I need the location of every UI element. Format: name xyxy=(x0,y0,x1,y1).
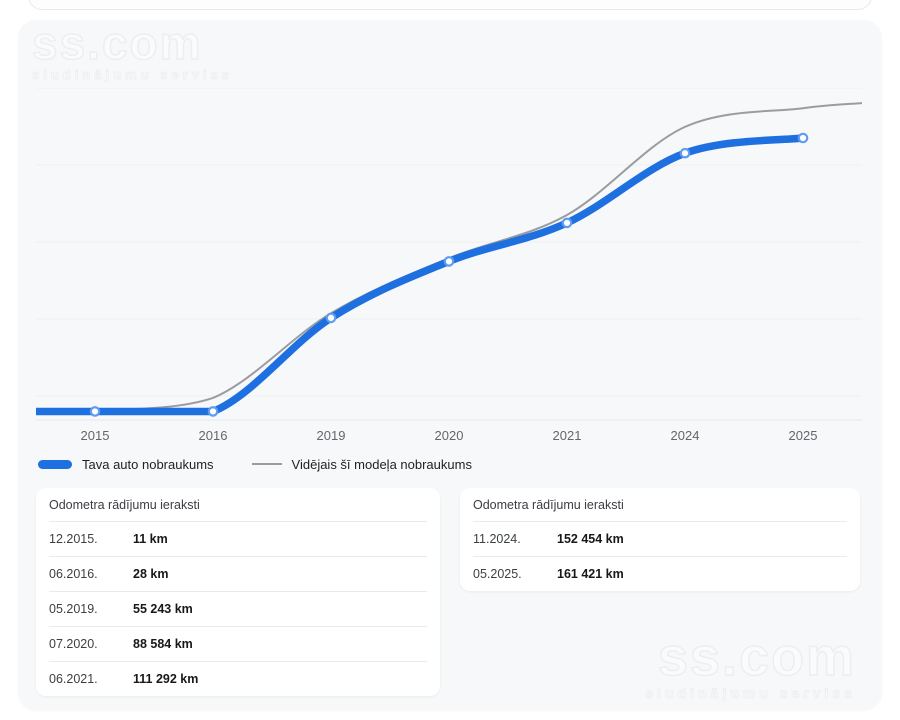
row-value: 111 292 km xyxy=(133,672,199,686)
x-axis-label: 2024 xyxy=(670,428,700,443)
mileage-card: ss.com sludinājumu serviss 2015 2016 2019 2… xyxy=(18,17,882,710)
table-row: 11.2024. 152 454 km xyxy=(473,521,847,556)
table-row: 07.2020. 88 584 km xyxy=(49,626,427,661)
data-point-marker[interactable] xyxy=(89,406,101,417)
row-date: 11.2024. xyxy=(473,532,521,546)
table-row: 12.2015. 11 km xyxy=(49,521,427,556)
watermark-top-left: ss.com sludinājumu serviss xyxy=(31,17,233,82)
row-value: 55 243 km xyxy=(133,602,193,616)
data-point-marker[interactable] xyxy=(561,217,573,229)
legend-label-average: Vidējais šī modeļa nobraukums xyxy=(291,456,472,472)
ss-com-tagline: sludinājumu serviss xyxy=(645,685,856,701)
row-value: 88 584 km xyxy=(133,637,193,651)
x-axis-label: 2019 xyxy=(316,428,346,443)
row-date: 05.2019. xyxy=(49,602,98,616)
row-value: 152 454 km xyxy=(557,532,624,546)
ss-com-tagline: sludinājumu serviss xyxy=(32,67,233,82)
data-point-marker[interactable] xyxy=(797,132,809,144)
row-date: 05.2025. xyxy=(473,567,522,581)
legend-item-own: Tava auto nobraukums xyxy=(38,457,214,472)
own-mileage-line xyxy=(36,134,807,416)
legend-item-average: Vidējais šī modeļa nobraukums xyxy=(251,456,472,472)
table-row: 06.2021. 111 292 km xyxy=(49,661,427,696)
table-title: Odometra rādījumu ieraksti xyxy=(49,497,200,512)
data-point-marker[interactable] xyxy=(679,147,691,159)
row-value: 28 km xyxy=(133,567,169,581)
x-axis-labels: 2015 2016 2019 2020 2021 2024 2025 xyxy=(36,428,862,446)
data-point-marker[interactable] xyxy=(443,256,455,267)
row-value: 11 km xyxy=(133,532,168,546)
chart-legend: Tava auto nobraukums Vidējais šī modeļa … xyxy=(38,454,472,474)
watermark-bottom-right: ss.com sludinājumu serviss xyxy=(645,627,856,701)
table-row: 06.2016. 28 km xyxy=(49,556,427,591)
odometer-table-recent: Odometra rādījumu ieraksti 11.2024. 152 4… xyxy=(460,488,860,591)
x-axis-label: 2015 xyxy=(80,428,110,443)
row-value: 161 421 km xyxy=(557,567,624,581)
x-axis-label: 2020 xyxy=(434,428,464,443)
x-axis-label: 2021 xyxy=(552,428,582,443)
average-line-swatch-icon xyxy=(251,463,282,465)
row-date: 06.2021. xyxy=(49,672,98,686)
row-date: 07.2020. xyxy=(49,637,98,651)
row-date: 12.2015. xyxy=(49,532,98,546)
odometer-table-history: Odometra rādījumu ieraksti 12.2015. 11 km… xyxy=(36,488,440,696)
mileage-chart-plot[interactable] xyxy=(36,88,862,424)
own-line-swatch-icon xyxy=(38,459,72,469)
ss-com-logo: ss.com xyxy=(31,17,203,69)
table-title: Odometra rādījumu ieraksti xyxy=(473,497,624,512)
row-date: 06.2016. xyxy=(49,567,98,581)
legend-label-own: Tava auto nobraukums xyxy=(82,456,214,472)
data-point-marker[interactable] xyxy=(207,406,219,417)
x-axis-label: 2016 xyxy=(198,428,228,443)
x-axis-label: 2025 xyxy=(788,428,818,443)
data-point-marker[interactable] xyxy=(325,312,337,324)
ss-com-logo: ss.com xyxy=(657,627,856,687)
previous-card-edge xyxy=(28,0,872,10)
table-row: 05.2019. 55 243 km xyxy=(49,591,427,626)
table-row: 05.2025. 161 421 km xyxy=(473,556,847,591)
